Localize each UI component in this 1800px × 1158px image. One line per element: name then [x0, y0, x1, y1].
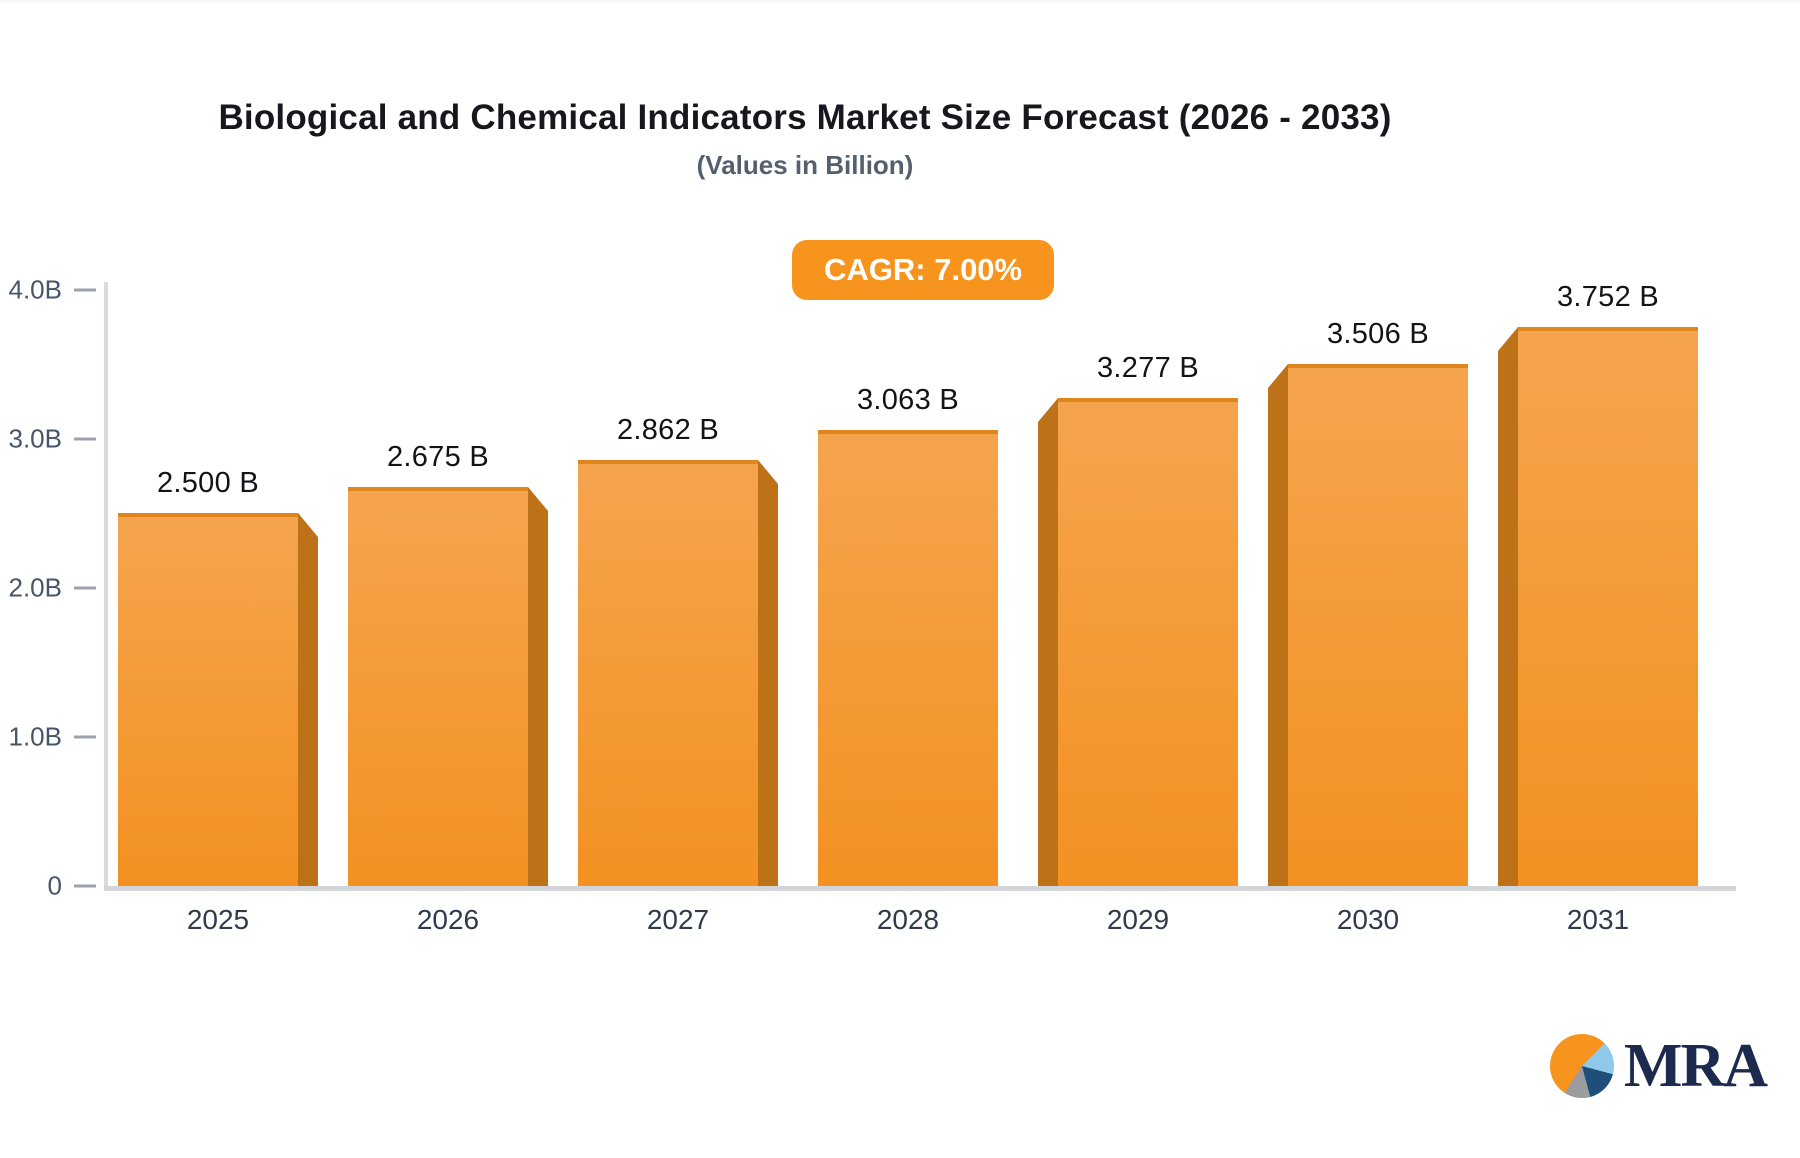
- chart-title: Biological and Chemical Indicators Marke…: [218, 98, 1392, 137]
- bar: [1058, 398, 1238, 886]
- y-axis-tick-mark: [74, 884, 96, 888]
- y-axis-tick-label: 1.0B: [8, 721, 63, 752]
- y-axis-tick-label: 4.0B: [8, 274, 63, 305]
- bar-value-label: 2.500 B: [156, 467, 260, 499]
- bar-group: [118, 513, 318, 886]
- bar-side-face: [1268, 364, 1288, 886]
- y-axis-tick-label: 0: [47, 870, 62, 901]
- brand-logo-text: MRA: [1623, 1032, 1768, 1100]
- bar-group: [808, 430, 1008, 886]
- bar-group: [578, 460, 778, 886]
- x-axis-label: 2025: [186, 904, 250, 935]
- x-axis-label: 2027: [646, 904, 710, 935]
- brand-logo: MRA: [1549, 1032, 1768, 1100]
- bar-value-label: 2.862 B: [616, 414, 720, 446]
- bar-side-face: [528, 487, 548, 886]
- bar-value-label: 3.063 B: [856, 384, 960, 416]
- y-axis-tick-mark: [74, 288, 96, 292]
- bar-value-label: 3.506 B: [1326, 318, 1430, 350]
- bar-side-face: [1498, 327, 1518, 886]
- bar-group: [348, 487, 548, 886]
- bar: [348, 487, 528, 886]
- bar-group: [1498, 327, 1698, 886]
- bar-side-face: [298, 513, 318, 886]
- chart-subtitle: (Values in Billion): [696, 150, 914, 180]
- bar-value-label: 2.675 B: [386, 441, 490, 473]
- bar: [1518, 327, 1698, 886]
- bar: [1288, 364, 1468, 886]
- bar-value-label: 3.277 B: [1096, 352, 1200, 384]
- bar-group: [1268, 364, 1468, 886]
- x-axis-label: 2031: [1566, 904, 1630, 935]
- y-axis-tick-label: 2.0B: [8, 572, 63, 603]
- bar: [118, 513, 298, 886]
- bar: [578, 460, 758, 886]
- bar-side-face: [758, 460, 778, 886]
- x-axis-line: [104, 886, 1736, 891]
- bar: [818, 430, 998, 886]
- pie-chart-icon: [1549, 1034, 1614, 1098]
- y-axis-tick-mark: [74, 586, 96, 590]
- x-axis-label: 2028: [876, 904, 940, 935]
- x-axis-label: 2026: [416, 904, 480, 935]
- x-axis-label: 2029: [1106, 904, 1170, 935]
- y-axis-tick-mark: [74, 735, 96, 739]
- bar-side-face: [1038, 398, 1058, 886]
- y-axis-line: [104, 282, 108, 888]
- x-axis-label: 2030: [1336, 904, 1400, 935]
- bar-value-label: 3.752 B: [1556, 281, 1660, 313]
- cagr-badge: CAGR: 7.00%: [792, 240, 1055, 301]
- y-axis-tick-label: 3.0B: [8, 423, 63, 454]
- y-axis-tick-mark: [74, 437, 96, 441]
- bar-group: [1038, 398, 1238, 886]
